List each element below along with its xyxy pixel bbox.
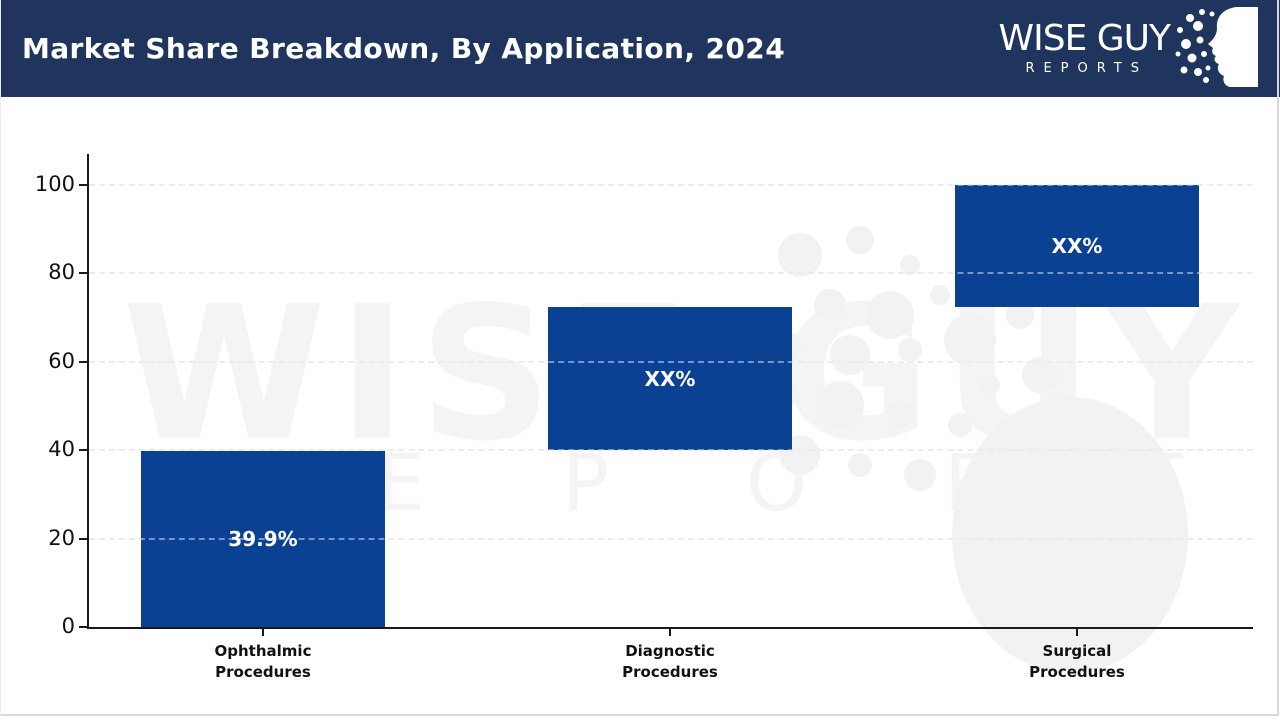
x-category-label: Surgical Procedures: [1029, 642, 1125, 681]
y-tick-mark: [79, 272, 87, 275]
gridline: [89, 537, 1253, 540]
y-tick-label: 40: [48, 437, 75, 462]
bar-value-label: XX%: [1051, 234, 1103, 259]
bar-ophthalmic-procedures: 39.9%: [141, 450, 385, 627]
bar-value-label: 39.9%: [228, 526, 298, 551]
logo-face-icon: [1172, 6, 1258, 92]
header-bar: Market Share Breakdown, By Application, …: [0, 0, 1280, 97]
gridline-overlay: [89, 537, 1253, 540]
watermark-face-dots: [740, 225, 1200, 689]
gridline: [89, 184, 1253, 186]
y-tick-mark: [79, 360, 87, 363]
page-title: Market Share Breakdown, By Application, …: [22, 32, 786, 65]
bar-diagnostic-procedures: XX%: [548, 307, 792, 451]
y-axis-line: [87, 154, 89, 629]
x-category-label: Ophthalmic Procedures: [214, 642, 312, 681]
wise-guy-reports-logo: WISE GUY REPORTS: [998, 6, 1258, 92]
y-tick-label: 0: [61, 614, 75, 638]
y-tick-label: 100: [34, 172, 75, 196]
y-tick-label: 80: [48, 260, 75, 285]
bar-surgical-procedures: XX%: [955, 185, 1199, 308]
y-tick-mark: [79, 626, 87, 628]
gridline: [89, 449, 1253, 452]
x-tick-mark: [669, 627, 671, 636]
y-tick-label: 20: [48, 525, 75, 550]
x-tick-mark: [1076, 627, 1078, 636]
gridline-overlay: [89, 272, 1253, 275]
gridline-overlay: [89, 449, 1253, 452]
gridline-overlay: [89, 360, 1253, 363]
x-category-label: Diagnostic Procedures: [622, 642, 718, 681]
logo-wordmark: WISE GUY: [998, 18, 1171, 59]
x-tick-mark: [262, 627, 264, 636]
y-tick-mark: [79, 184, 87, 186]
bar-value-label: XX%: [644, 366, 696, 391]
gridline: [89, 272, 1253, 275]
logo-subtitle: REPORTS: [1025, 61, 1149, 76]
y-tick-label: 60: [48, 348, 75, 373]
logo-text: WISE GUY REPORTS: [998, 18, 1171, 77]
y-tick-mark: [79, 537, 87, 540]
y-tick-mark: [79, 449, 87, 452]
gridline-overlay: [89, 184, 1253, 186]
